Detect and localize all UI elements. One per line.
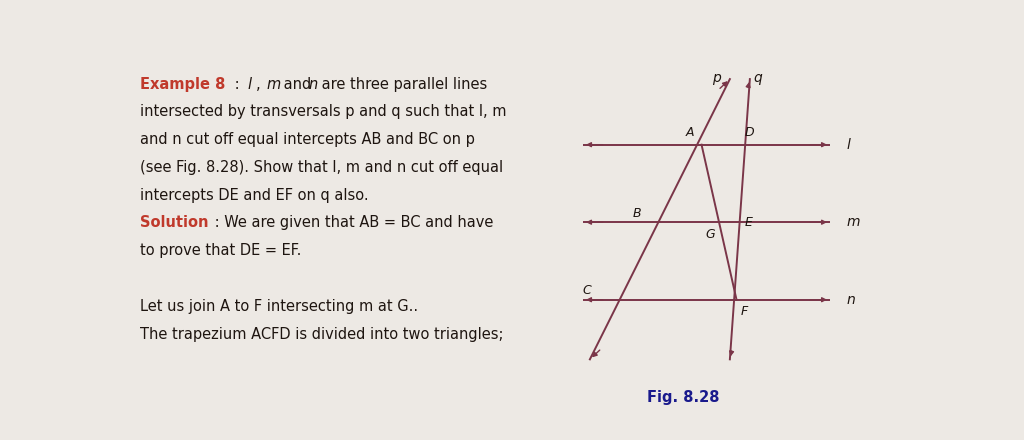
- Text: l: l: [248, 77, 252, 92]
- Text: q: q: [754, 71, 763, 85]
- Text: intersected by transversals p and q such that l, m: intersected by transversals p and q such…: [140, 104, 507, 119]
- Text: D: D: [745, 126, 755, 139]
- Text: E: E: [744, 216, 753, 229]
- Text: B: B: [632, 207, 641, 220]
- Text: C: C: [583, 284, 591, 297]
- Text: are three parallel lines: are three parallel lines: [316, 77, 487, 92]
- Text: :: :: [229, 77, 240, 92]
- Text: (see Fig. 8.28). Show that l, m and n cut off equal: (see Fig. 8.28). Show that l, m and n cu…: [140, 160, 503, 175]
- Text: ,: ,: [256, 77, 265, 92]
- Text: n: n: [309, 77, 318, 92]
- Text: p: p: [712, 71, 721, 85]
- Text: : We are given that AB = BC and have: : We are given that AB = BC and have: [210, 216, 494, 231]
- Text: m: m: [267, 77, 282, 92]
- Text: Let us join A to F intersecting m at G..: Let us join A to F intersecting m at G..: [140, 299, 418, 314]
- Text: and n cut off equal intercepts AB and BC on p: and n cut off equal intercepts AB and BC…: [140, 132, 475, 147]
- Text: F: F: [740, 305, 748, 318]
- Text: to prove that DE = EF.: to prove that DE = EF.: [140, 243, 301, 258]
- Text: A: A: [686, 126, 694, 139]
- Text: l: l: [847, 138, 850, 152]
- Text: Fig. 8.28: Fig. 8.28: [647, 390, 720, 405]
- Text: The trapezium ACFD is divided into two triangles;: The trapezium ACFD is divided into two t…: [140, 326, 504, 341]
- Text: intercepts DE and EF on q also.: intercepts DE and EF on q also.: [140, 187, 369, 203]
- Text: m: m: [847, 215, 860, 229]
- Text: and: and: [279, 77, 315, 92]
- Text: Solution: Solution: [140, 216, 209, 231]
- Text: Example 8: Example 8: [140, 77, 225, 92]
- Text: G: G: [706, 227, 715, 241]
- Text: n: n: [847, 293, 855, 307]
